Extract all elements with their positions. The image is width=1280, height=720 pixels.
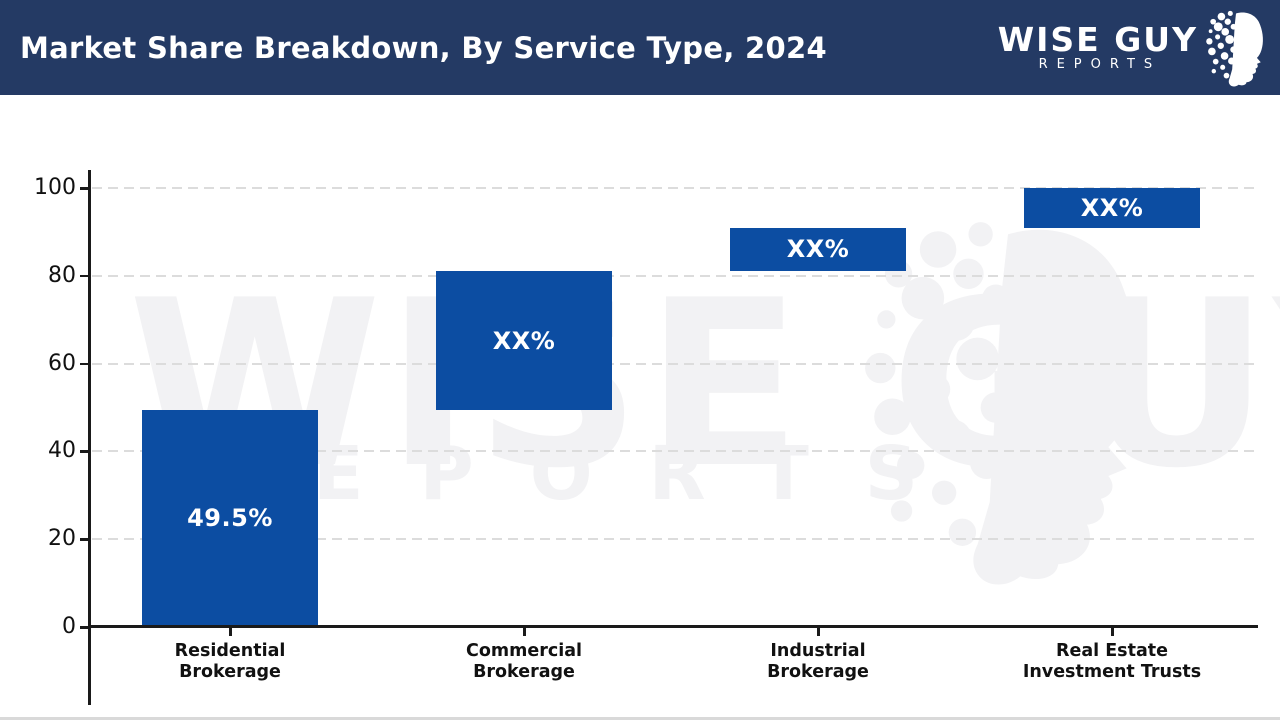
x-label-line: Real Estate <box>1055 641 1169 661</box>
y-tick-40 <box>80 450 88 453</box>
y-tick-label-0: 0 <box>62 614 76 639</box>
x-label-line: Industrial <box>770 641 866 661</box>
header-bar: Market Share Breakdown, By Service Type,… <box>0 0 1280 95</box>
watermark-subtext: REPORTS <box>200 431 975 517</box>
bar-label-commercial-brokerage: XX% <box>492 326 556 355</box>
wiseguy-logo: WISE GUY REPORTS <box>998 6 1268 90</box>
gridline-80 <box>92 274 1255 277</box>
y-axis-line <box>88 170 91 705</box>
y-tick-label-100: 100 <box>34 175 76 200</box>
x-tick-commercial-brokerage <box>523 628 526 636</box>
x-tick-industrial-brokerage <box>817 628 820 636</box>
x-tick-label-real-estate-investment-trusts: Real Estate Investment Trusts <box>972 641 1252 683</box>
x-label-line: Commercial <box>465 641 582 661</box>
bar-commercial-brokerage: XX% <box>436 271 612 410</box>
bar-industrial-brokerage: XX% <box>730 227 906 272</box>
x-tick-residential-brokerage <box>229 628 232 636</box>
bar-residential-brokerage: 49.5% <box>142 409 318 627</box>
x-label-line: Brokerage <box>179 662 281 682</box>
gridline-40 <box>92 450 1255 453</box>
x-label-line: Investment Trusts <box>1022 662 1202 682</box>
x-label-line: Brokerage <box>473 662 575 682</box>
wiseguy-head-icon <box>1206 10 1263 87</box>
y-tick-20 <box>80 538 88 541</box>
y-tick-label-80: 80 <box>48 262 76 288</box>
gridline-60 <box>92 362 1255 365</box>
x-tick-real-estate-investment-trusts <box>1111 628 1114 636</box>
page-title: Market Share Breakdown, By Service Type,… <box>20 30 827 65</box>
gridline-100 <box>92 187 1255 189</box>
bar-label-residential-brokerage: 49.5% <box>187 504 273 533</box>
bar-real-estate-investment-trusts: XX% <box>1024 188 1200 228</box>
chart-area: WISE GUY REPORTS 02040608010049.5%Reside… <box>0 95 1280 717</box>
x-axis-line <box>88 625 1258 628</box>
x-tick-label-industrial-brokerage: Industrial Brokerage <box>678 641 958 683</box>
y-tick-80 <box>80 274 88 278</box>
gridline-20 <box>92 538 1255 541</box>
y-tick-label-40: 40 <box>48 438 76 464</box>
x-label-line: Residential <box>174 641 286 661</box>
logo-subtitle: REPORTS <box>1038 57 1162 72</box>
y-tick-label-60: 60 <box>48 350 76 376</box>
logo-text: WISE GUY REPORTS <box>998 23 1198 73</box>
bar-label-real-estate-investment-trusts: XX% <box>1080 193 1144 222</box>
logo-wordmark: WISE GUY <box>997 20 1198 59</box>
y-tick-label-20: 20 <box>48 526 76 552</box>
y-tick-100 <box>80 187 88 190</box>
bottom-border <box>0 717 1280 720</box>
x-tick-label-residential-brokerage: Residential Brokerage <box>90 641 370 683</box>
y-tick-0 <box>80 626 88 629</box>
y-tick-60 <box>80 362 88 366</box>
x-label-line: Brokerage <box>767 662 869 682</box>
bar-label-industrial-brokerage: XX% <box>786 235 850 264</box>
x-tick-label-commercial-brokerage: Commercial Brokerage <box>384 641 664 683</box>
